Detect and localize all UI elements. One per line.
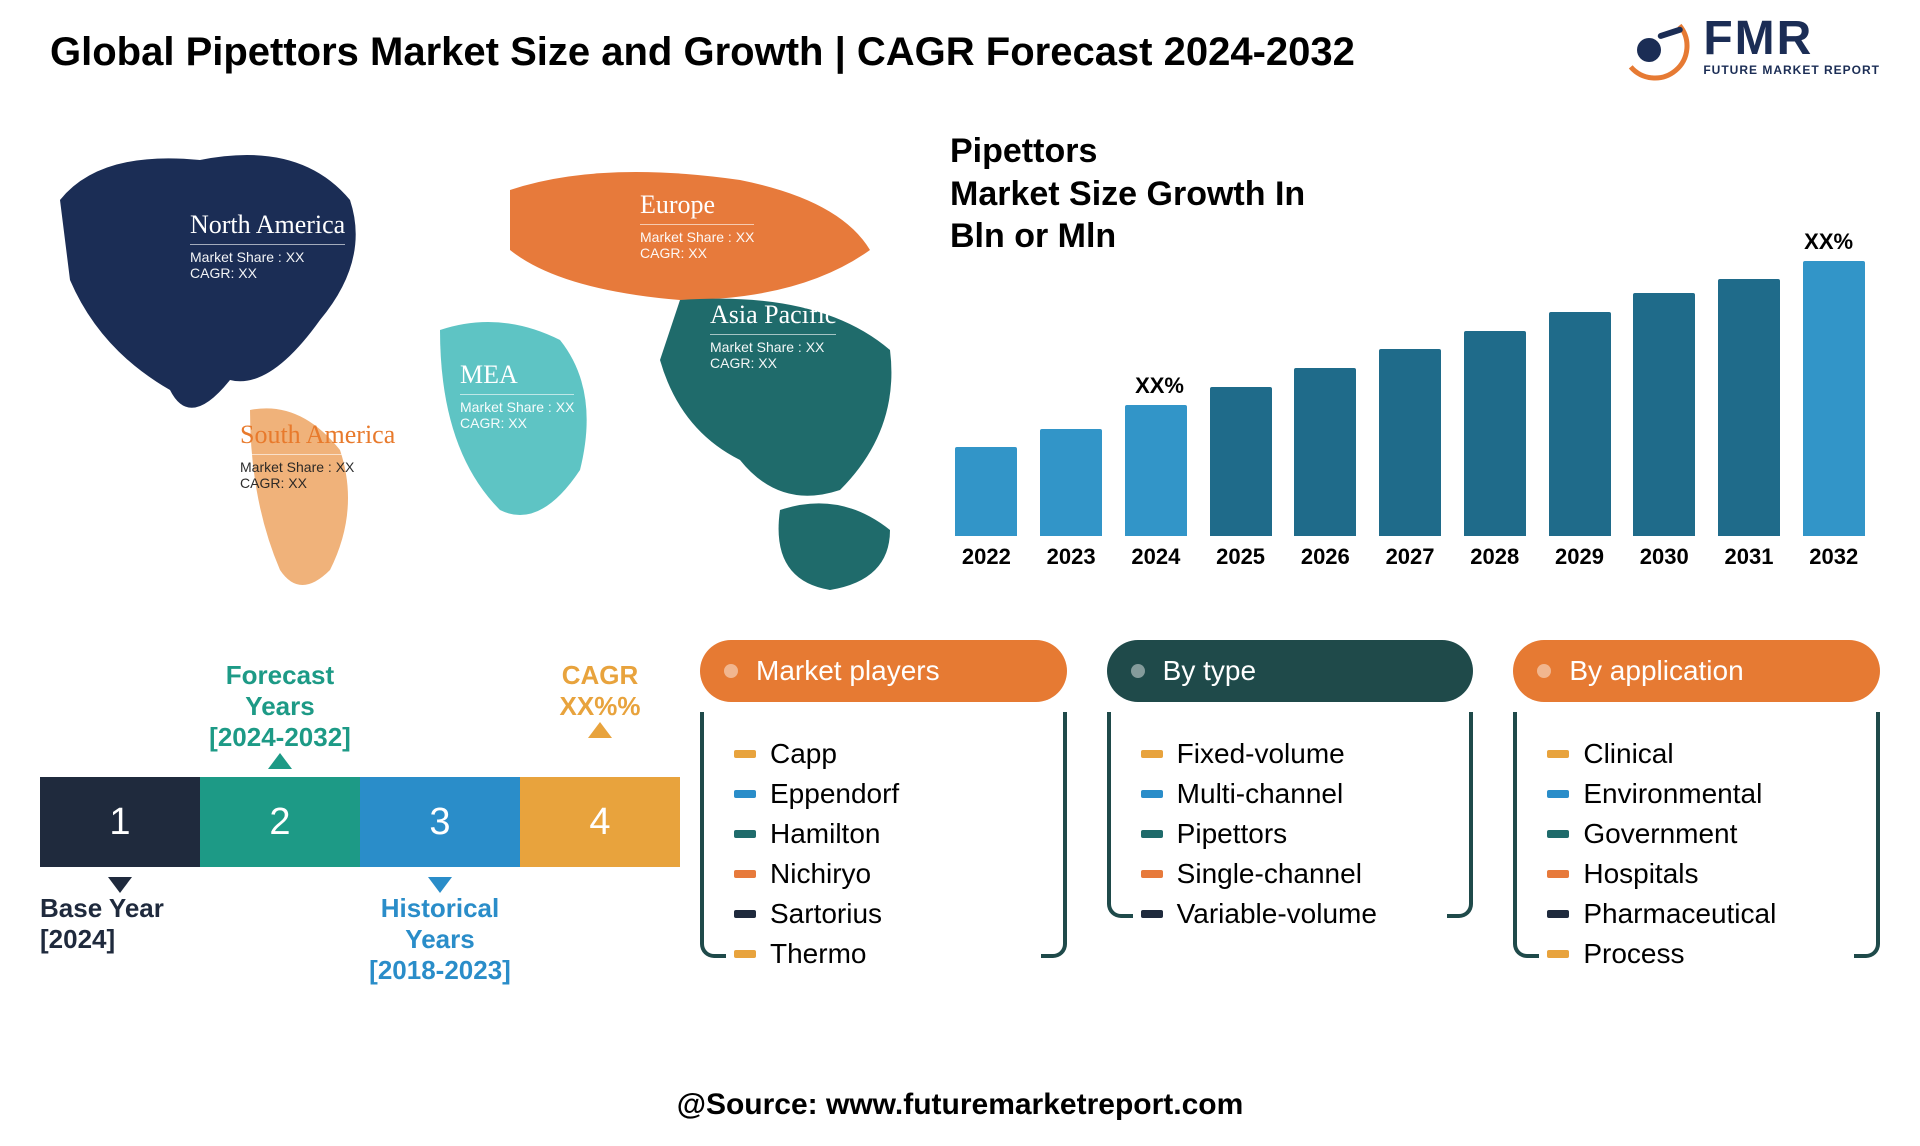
world-map: North AmericaMarket Share : XXCAGR: XX So… (40, 130, 920, 610)
region-label-mea: MEAMarket Share : XXCAGR: XX (460, 360, 574, 431)
list-item: Sartorius (734, 898, 1041, 930)
bar-2030: 2030 (1628, 293, 1701, 570)
region-label-south_america: South AmericaMarket Share : XXCAGR: XX (240, 420, 395, 491)
region-label-north_america: North AmericaMarket Share : XXCAGR: XX (190, 210, 345, 281)
timeline: Forecast Years [2024-2032] CAGR XX%% 123… (40, 660, 680, 986)
page-title: Global Pipettors Market Size and Growth … (50, 30, 1355, 75)
forecast-years: Forecast Years [2024-2032] (200, 660, 360, 769)
bar-2031: 2031 (1713, 279, 1786, 570)
pill-header: By type (1107, 640, 1474, 702)
segment-columns: Market players Capp Eppendorf Hamilton Nich… (700, 640, 1880, 978)
list-item: Multi-channel (1141, 778, 1448, 810)
chart-annotation: XX% (1135, 373, 1184, 399)
bar-2025: 2025 (1204, 387, 1277, 570)
list-item: Hospitals (1547, 858, 1854, 890)
list-item: Nichiryo (734, 858, 1041, 890)
list-item: Pipettors (1141, 818, 1448, 850)
timeline-segment-4: 4 (520, 777, 680, 867)
list-item: Eppendorf (734, 778, 1041, 810)
triangle-down-icon (428, 877, 452, 893)
list-item: Variable-volume (1141, 898, 1448, 930)
bar-2029: 2029 (1543, 312, 1616, 570)
list-item: Single-channel (1141, 858, 1448, 890)
bar-2027: 2027 (1374, 349, 1447, 570)
logo-subtitle: FUTURE MARKET REPORT (1703, 63, 1880, 77)
logo-icon (1619, 10, 1691, 82)
source-attribution: @Source: www.futuremarketreport.com (0, 1088, 1920, 1122)
bar-2022: 2022 (950, 447, 1023, 570)
timeline-segment-2: 2 (200, 777, 360, 867)
list-item: Capp (734, 738, 1041, 770)
bar-2032: 2032 (1797, 261, 1870, 570)
timeline-segment-3: 3 (360, 777, 520, 867)
list-item: Clinical (1547, 738, 1854, 770)
triangle-down-icon (108, 877, 132, 893)
list-item: Hamilton (734, 818, 1041, 850)
chart-annotation: XX% (1804, 229, 1853, 255)
brand-logo: FMR FUTURE MARKET REPORT (1619, 10, 1880, 82)
growth-bar-chart: Pipettors Market Size Growth In Bln or M… (950, 130, 1870, 570)
list-item: Pharmaceutical (1547, 898, 1854, 930)
pill-header: By application (1513, 640, 1880, 702)
triangle-up-icon (268, 753, 292, 769)
list-item: Thermo (734, 938, 1041, 970)
list-item: Fixed-volume (1141, 738, 1448, 770)
chart-title-line2: Market Size Growth In (950, 173, 1870, 216)
pill-column: By application Clinical Environmental Gove… (1513, 640, 1880, 978)
historical-years: Historical Years [2018-2023] (360, 877, 520, 986)
base-year: Base Year [2024] (40, 877, 200, 986)
region-label-asia_pacific: Asia PacificMarket Share : XXCAGR: XX (710, 300, 836, 371)
chart-title: Pipettors Market Size Growth In Bln or M… (950, 130, 1870, 258)
bar-2023: 2023 (1035, 429, 1108, 570)
pill-header: Market players (700, 640, 1067, 702)
list-item: Environmental (1547, 778, 1854, 810)
bar-2028: 2028 (1458, 331, 1531, 570)
list-item: Process (1547, 938, 1854, 970)
list-item: Government (1547, 818, 1854, 850)
pill-column: By type Fixed-volume Multi-channel Pipetto… (1107, 640, 1474, 978)
region-label-europe: EuropeMarket Share : XXCAGR: XX (640, 190, 754, 261)
bar-2024: 2024 (1119, 405, 1192, 570)
triangle-up-icon (588, 722, 612, 738)
bar-2026: 2026 (1289, 368, 1362, 570)
map-north-america (60, 155, 356, 408)
map-australia (779, 503, 890, 590)
logo-acronym: FMR (1703, 15, 1880, 63)
chart-title-line1: Pipettors (950, 130, 1870, 173)
cagr-label: CAGR XX%% (520, 660, 680, 769)
pill-column: Market players Capp Eppendorf Hamilton Nich… (700, 640, 1067, 978)
timeline-segment-1: 1 (40, 777, 200, 867)
